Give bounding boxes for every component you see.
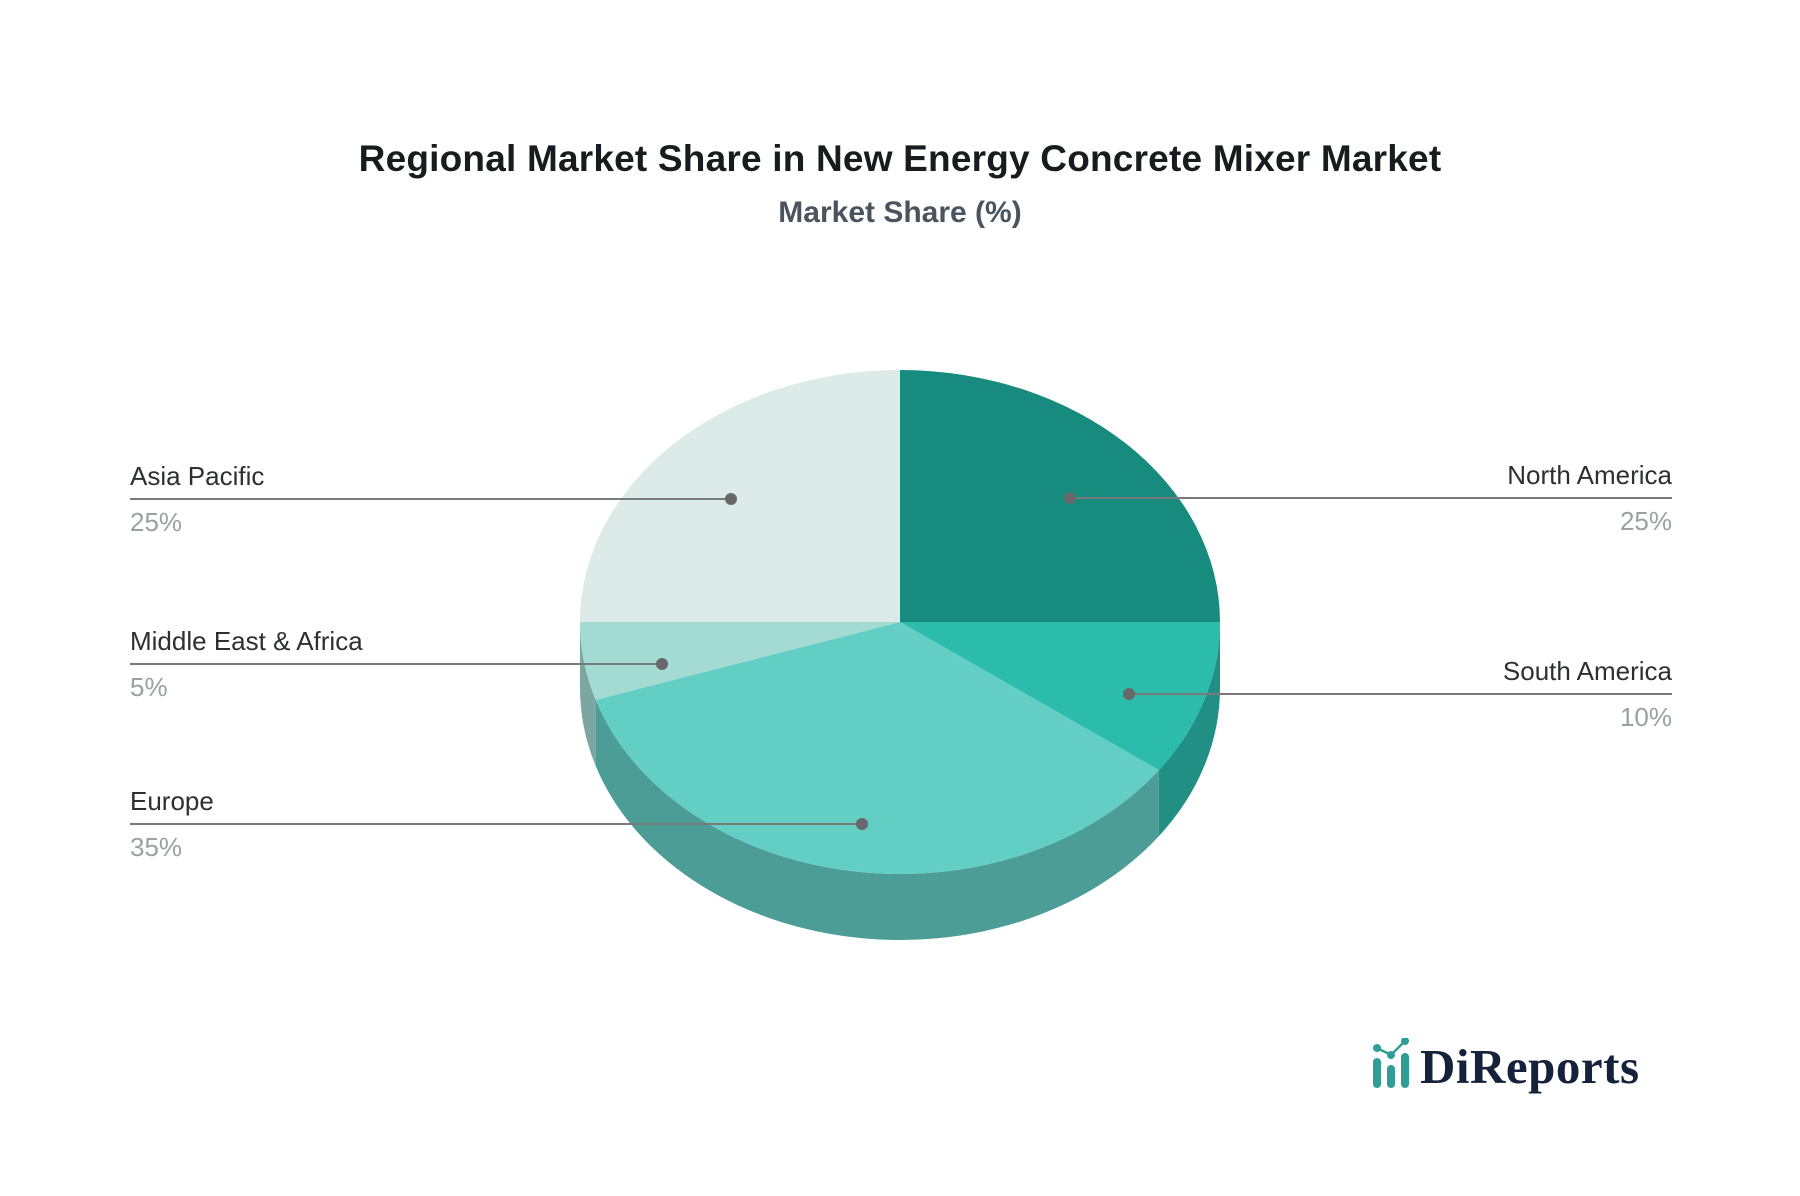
region-label-value: 35% — [130, 832, 183, 862]
pie-slice — [900, 622, 1220, 771]
region-label: South America 10% — [1503, 658, 1672, 730]
region-label-name: South America — [1502, 656, 1672, 686]
region-label: Europe 35% — [130, 788, 214, 860]
pie-slice — [580, 370, 900, 622]
pie-slice-side — [580, 622, 596, 766]
pie-slice — [900, 370, 1220, 622]
region-label: Middle East & Africa 5% — [130, 628, 363, 700]
leader-dot — [1123, 688, 1135, 700]
region-label: Asia Pacific 25% — [130, 463, 264, 535]
region-label-value: 10% — [1619, 702, 1672, 732]
leader-dot — [725, 493, 737, 505]
pie-slice-side — [595, 699, 1159, 941]
bar-chart-logo-icon — [1373, 1038, 1409, 1088]
leader-dot — [656, 658, 668, 670]
region-label-name: Middle East & Africa — [130, 626, 363, 656]
region-label: North America 25% — [1507, 462, 1672, 534]
leader-dot — [856, 818, 868, 830]
region-label-name: North America — [1507, 460, 1672, 490]
chart-title: Regional Market Share in New Energy Conc… — [358, 138, 1442, 179]
region-label-name: Europe — [130, 786, 214, 816]
leader-dot — [1064, 492, 1076, 504]
pie-slice-side — [1158, 622, 1220, 837]
region-label-value: 25% — [1619, 506, 1672, 536]
region-label-value: 25% — [130, 507, 183, 537]
pie-slice — [595, 622, 1159, 874]
pie-slice — [580, 622, 900, 700]
brand-logo: DiReports — [1372, 1032, 1640, 1096]
region-label-name: Asia Pacific — [130, 461, 265, 491]
region-label-value: 5% — [130, 672, 168, 702]
brand-logo-text: DiReports — [1420, 1039, 1640, 1094]
chart-subtitle: Market Share (%) — [778, 196, 1022, 229]
